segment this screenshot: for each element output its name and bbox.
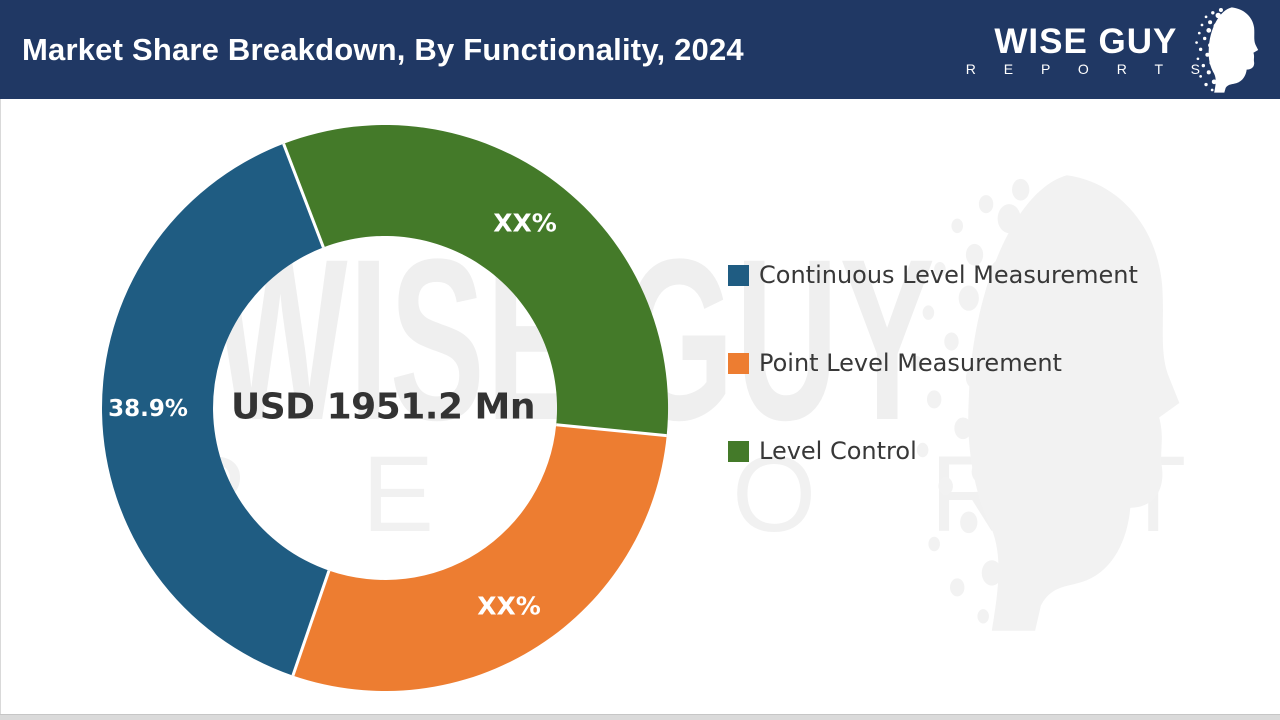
slice-label-point: XX% xyxy=(477,591,541,621)
legend-label: Point Level Measurement xyxy=(759,349,1062,377)
legend-label: Continuous Level Measurement xyxy=(759,261,1138,289)
bottom-bar xyxy=(0,714,1280,720)
slice-separator xyxy=(291,570,331,677)
slice-continuous-level-measurement xyxy=(102,143,329,676)
reports-wordmark: R E P O R T S xyxy=(965,60,1212,77)
brand-wordmark: WISE GUY R E P O R T S xyxy=(960,24,1212,76)
header: Market Share Breakdown, By Functionality… xyxy=(0,0,1280,99)
center-value: USD 1951.2 Mn xyxy=(231,386,535,428)
slice-level-control xyxy=(283,124,669,436)
legend-label: Level Control xyxy=(759,437,917,465)
slice-label-continuous: 38.9% xyxy=(108,396,188,422)
page-title: Market Share Breakdown, By Functionality… xyxy=(22,31,744,67)
left-border xyxy=(0,99,1,714)
slice-separator xyxy=(282,143,325,248)
brand-logo: WISE GUY R E P O R T S xyxy=(960,6,1262,94)
legend-item-continuous: Continuous Level Measurement xyxy=(728,258,1138,292)
slice-label-level-control: XX% xyxy=(493,208,557,238)
legend-swatch-orange xyxy=(728,352,749,374)
legend-swatch-green xyxy=(728,440,749,462)
wiseguy-wordmark: WISE GUY xyxy=(994,21,1178,61)
legend-item-level-control: Level Control xyxy=(728,434,1138,468)
face-logo-icon xyxy=(1195,6,1259,93)
slice-point-level-measurement xyxy=(292,424,667,692)
slice-separator xyxy=(556,423,667,438)
legend-swatch-blue xyxy=(728,264,749,286)
legend-item-point: Point Level Measurement xyxy=(728,346,1138,380)
legend: Continuous Level Measurement Point Level… xyxy=(728,258,1138,468)
